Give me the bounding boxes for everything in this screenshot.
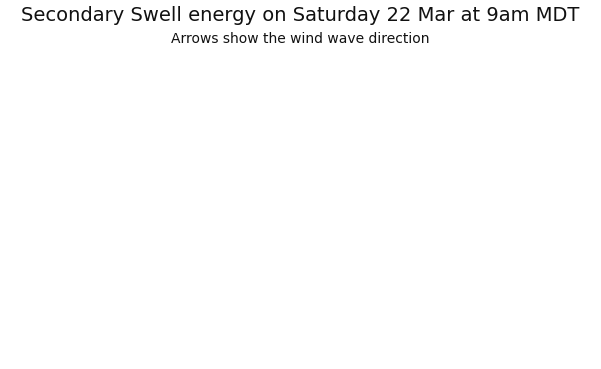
Text: Arrows show the wind wave direction: Arrows show the wind wave direction xyxy=(171,32,430,46)
Text: Map unavailable: No module named 'cartopy': Map unavailable: No module named 'cartop… xyxy=(142,199,459,213)
Text: Secondary Swell energy on Saturday 22 Mar at 9am MDT: Secondary Swell energy on Saturday 22 Ma… xyxy=(21,6,580,25)
